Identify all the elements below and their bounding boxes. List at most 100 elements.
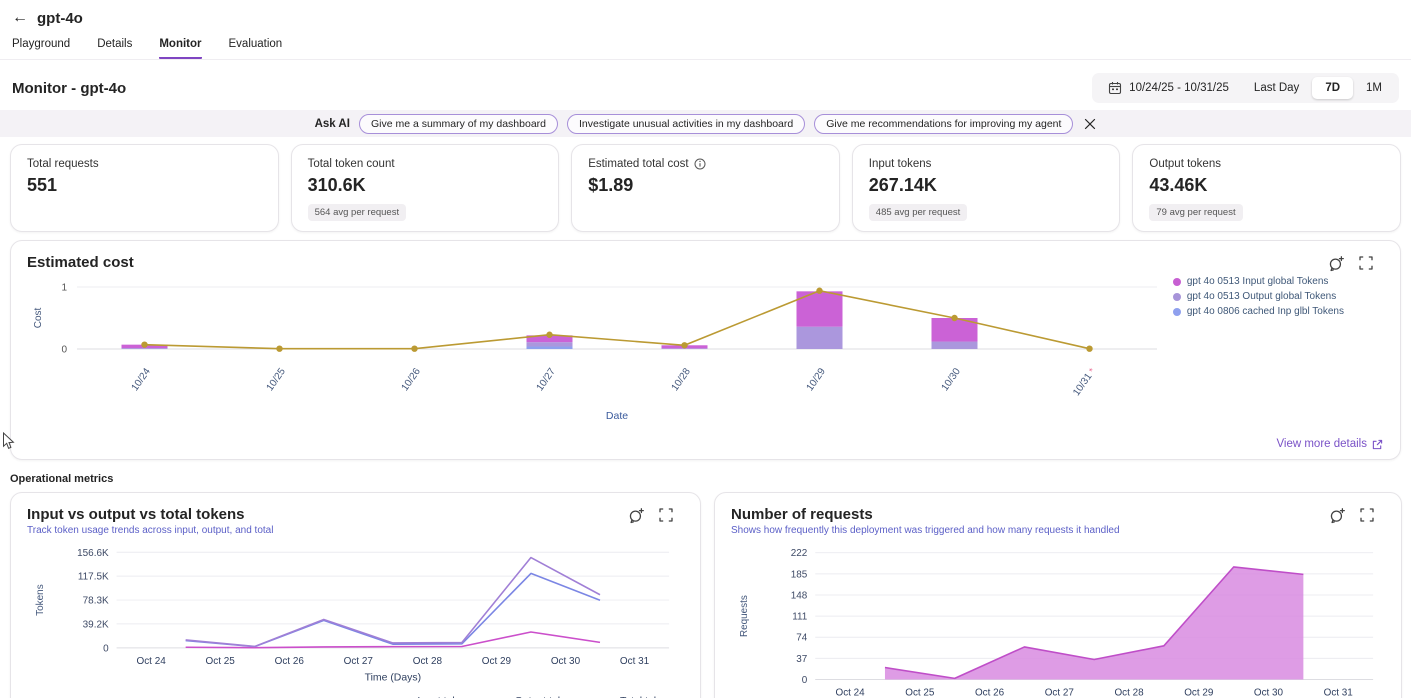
- svg-text:10/26: 10/26: [400, 366, 424, 393]
- svg-text:Oct 24: Oct 24: [836, 687, 866, 698]
- tokens-card-title: Input vs output vs total tokens: [27, 506, 245, 523]
- svg-text:Oct 27: Oct 27: [1045, 687, 1074, 698]
- tab-bar: Playground Details Monitor Evaluation: [0, 27, 1411, 60]
- ai-chat-refresh-icon[interactable]: [628, 507, 645, 524]
- calendar-icon: [1109, 82, 1122, 95]
- svg-text:Date: Date: [606, 410, 628, 422]
- expand-icon[interactable]: [658, 507, 674, 523]
- legend-item-total-tokens[interactable]: Total tokens: [600, 695, 676, 698]
- top-header: ← gpt-4o: [0, 0, 1411, 27]
- card-action-icons: [1329, 507, 1375, 524]
- legend-label: Input tokens: [417, 695, 474, 698]
- legend-item-cached-inp-glbl-tokens[interactable]: gpt 4o 0806 cached Inp glbl Tokens: [1172, 306, 1344, 317]
- metric-title: Input tokens: [868, 158, 932, 170]
- metric-badge: 564 avg per request: [307, 204, 407, 221]
- svg-text:111: 111: [792, 612, 808, 623]
- metric-card-input-tokens: Input tokens 267.14K 485 avg per request: [851, 144, 1121, 232]
- legend-item-output-tokens[interactable]: Output tokens: [495, 695, 580, 698]
- requests-card: Number of requests Shows how frequently …: [714, 492, 1402, 698]
- legend-item-input-tokens[interactable]: Input tokens: [397, 695, 474, 698]
- metric-title: Estimated total cost: [588, 158, 823, 170]
- svg-text:39.2K: 39.2K: [83, 619, 109, 630]
- legend-dot: [1172, 277, 1181, 286]
- expand-icon[interactable]: [1359, 507, 1375, 523]
- ask-ai-chip-summary[interactable]: Give me a summary of my dashboard: [358, 113, 559, 134]
- legend-item-input-global-tokens[interactable]: gpt 4o 0513 Input global Tokens: [1172, 276, 1344, 287]
- tab-evaluation[interactable]: Evaluation: [228, 38, 283, 50]
- svg-text:Cost: Cost: [33, 307, 44, 328]
- back-row: ← gpt-4o: [12, 9, 1399, 27]
- svg-text:Oct 29: Oct 29: [482, 656, 512, 667]
- view-more-details-link[interactable]: View more details: [1276, 438, 1383, 450]
- tokens-trend-card: Input vs output vs total tokens Track to…: [10, 492, 701, 698]
- legend-item-output-global-tokens[interactable]: gpt 4o 0513 Output global Tokens: [1172, 291, 1344, 302]
- svg-text:10/25: 10/25: [265, 366, 289, 393]
- tab-monitor[interactable]: Monitor: [159, 38, 202, 59]
- svg-text:Oct 30: Oct 30: [551, 656, 581, 667]
- range-option-1m[interactable]: 1M: [1366, 82, 1382, 94]
- tokens-chart-legend: Input tokens Output tokens Total tokens: [27, 695, 684, 698]
- metric-title-text: Estimated total cost: [588, 158, 689, 170]
- metric-value: $1.89: [588, 175, 634, 195]
- metric-value: 551: [27, 175, 58, 195]
- ask-ai-chip-investigate[interactable]: Investigate unusual activities in my das…: [567, 113, 806, 134]
- deployment-title: gpt-4o: [37, 9, 83, 27]
- range-option-7d[interactable]: 7D: [1312, 77, 1354, 99]
- estimated-cost-card: Estimated cost 0 1 Cost 10/24 10/25 10/26 10/2…: [10, 240, 1401, 460]
- svg-text:Oct 25: Oct 25: [905, 687, 935, 698]
- svg-text:156.6K: 156.6K: [77, 548, 109, 559]
- svg-text:Oct 30: Oct 30: [1254, 687, 1284, 698]
- close-icon: [1085, 118, 1096, 129]
- tab-details[interactable]: Details: [97, 38, 133, 50]
- ask-ai-close-button[interactable]: [1084, 118, 1096, 130]
- back-arrow-icon[interactable]: ←: [12, 9, 28, 26]
- svg-text:10/28: 10/28: [670, 366, 694, 393]
- ai-chat-refresh-icon[interactable]: [1328, 255, 1345, 272]
- svg-text:Requests: Requests: [739, 595, 750, 637]
- date-range-picker[interactable]: 10/24/25 - 10/31/25: [1096, 76, 1241, 100]
- svg-text:Oct 29: Oct 29: [1184, 687, 1214, 698]
- view-more-label: View more details: [1276, 438, 1367, 450]
- metric-card-total-token-count: Total token count 310.6K 564 avg per req…: [290, 144, 560, 232]
- metric-card-estimated-total-cost: Estimated total cost $1.89: [571, 144, 840, 232]
- ai-chat-refresh-icon[interactable]: [1329, 507, 1346, 524]
- svg-text:37: 37: [796, 654, 807, 665]
- date-range-group: 10/24/25 - 10/31/25 Last Day 7D 1M: [1092, 73, 1399, 103]
- info-icon[interactable]: [694, 158, 706, 170]
- estimated-cost-title: Estimated cost: [27, 254, 134, 271]
- date-range-text: 10/24/25 - 10/31/25: [1129, 82, 1229, 94]
- ask-ai-chip-recommendations[interactable]: Give me recommendations for improving my…: [814, 113, 1074, 134]
- requests-card-subtitle: Shows how frequently this deployment was…: [731, 525, 1120, 536]
- requests-chart[interactable]: 0 37 74 111 148 185 222 Requests Oct 24 Oct 25 Oct…: [731, 540, 1385, 698]
- svg-text:185: 185: [791, 569, 808, 580]
- svg-text:78.3K: 78.3K: [83, 596, 109, 607]
- svg-text:Oct 26: Oct 26: [975, 687, 1005, 698]
- svg-text:0: 0: [103, 643, 109, 654]
- svg-text:222: 222: [791, 548, 808, 559]
- legend-label: Total tokens: [620, 695, 676, 698]
- metric-card-total-requests: Total requests 551: [10, 144, 279, 232]
- metric-title: Total token count: [307, 158, 395, 170]
- svg-text:Tokens: Tokens: [35, 584, 46, 616]
- svg-text:117.5K: 117.5K: [78, 572, 109, 583]
- metric-badge: 485 avg per request: [868, 204, 968, 221]
- svg-text:0: 0: [802, 675, 808, 686]
- svg-text:Oct 28: Oct 28: [1114, 687, 1144, 698]
- metric-card-output-tokens: Output tokens 43.46K 79 avg per request: [1132, 144, 1401, 232]
- svg-text:Oct 24: Oct 24: [136, 656, 166, 667]
- svg-text:Oct 28: Oct 28: [413, 656, 443, 667]
- operational-metrics-label: Operational metrics: [10, 473, 114, 485]
- tab-playground[interactable]: Playground: [12, 38, 71, 50]
- svg-text:10/29: 10/29: [805, 366, 829, 393]
- legend-dot: [1172, 292, 1181, 301]
- range-option-last-day[interactable]: Last Day: [1253, 82, 1300, 94]
- svg-text:10/27: 10/27: [535, 366, 559, 393]
- svg-text:Oct 31: Oct 31: [1324, 687, 1354, 698]
- ask-ai-bar: Ask AI Give me a summary of my dashboard…: [0, 110, 1411, 137]
- tokens-trend-chart[interactable]: 0 39.2K 78.3K 117.5K 156.6K Tokens Oct 24 Oct 2…: [27, 540, 684, 688]
- svg-text:148: 148: [791, 590, 808, 601]
- requests-card-title: Number of requests: [731, 506, 873, 523]
- estimated-cost-chart[interactable]: 0 1 Cost 10/24 10/25 10/26 10/27 10/28 10/29 10/3…: [27, 275, 1187, 427]
- svg-text:10/24: 10/24: [130, 366, 154, 393]
- expand-icon[interactable]: [1358, 255, 1374, 271]
